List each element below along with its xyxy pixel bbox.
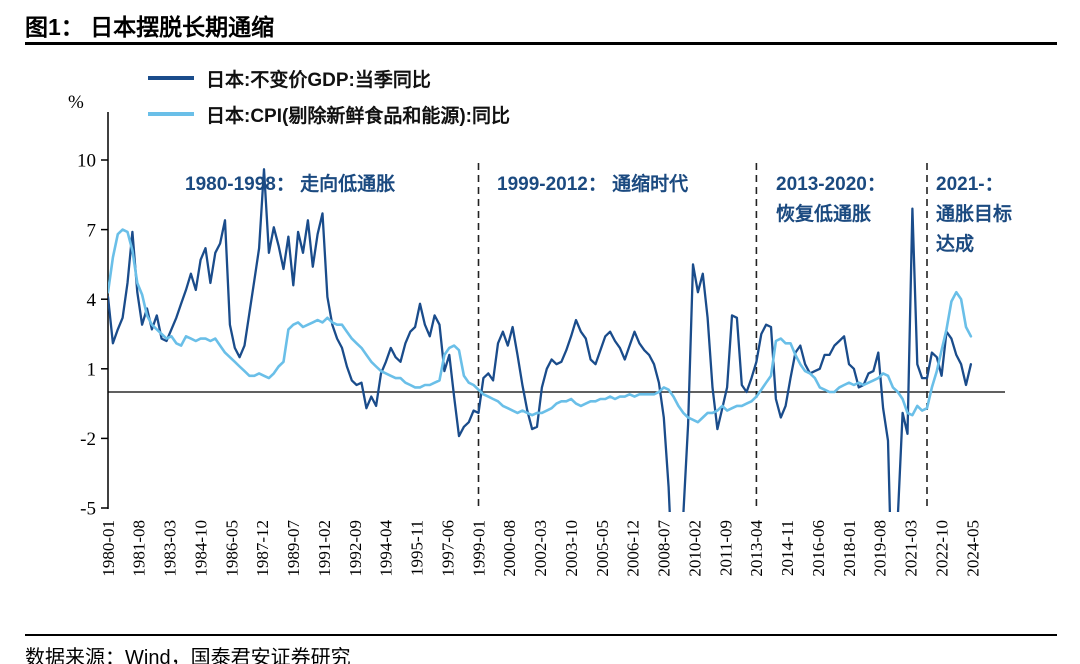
- svg-text:1991-02: 1991-02: [315, 520, 334, 577]
- legend-item-gdp: 日本:不变价GDP:当季同比: [148, 60, 510, 96]
- cpi-line-swatch: [148, 112, 194, 116]
- svg-text:1994-04: 1994-04: [377, 520, 396, 577]
- svg-text:1987-12: 1987-12: [253, 520, 272, 577]
- svg-text:2005-05: 2005-05: [593, 520, 612, 577]
- svg-text:1999-01: 1999-01: [469, 520, 488, 577]
- svg-text:1986-05: 1986-05: [222, 520, 241, 577]
- title-divider: [25, 42, 1057, 45]
- svg-text:-2: -2: [80, 429, 96, 450]
- svg-text:10: 10: [77, 151, 96, 172]
- svg-text:1984-10: 1984-10: [191, 520, 210, 577]
- period-annotation-1980-1998: 1980-1998： 走向低通胀: [185, 174, 396, 195]
- svg-text:2003-10: 2003-10: [562, 520, 581, 577]
- svg-text:1997-06: 1997-06: [438, 520, 457, 577]
- data-source: 数据来源：Wind，国泰君安证券研究: [25, 647, 351, 664]
- legend-label-cpi: 日本:CPI(剔除新鲜食品和能源):同比: [206, 105, 510, 127]
- svg-text:-5: -5: [80, 499, 96, 520]
- svg-text:2024-05: 2024-05: [963, 520, 982, 577]
- svg-text:2019-08: 2019-08: [871, 520, 890, 577]
- y-axis-unit-label: %: [68, 92, 84, 113]
- period-annotation-1999-2012: 1999-2012： 通缩时代: [497, 174, 689, 195]
- legend-item-cpi: 日本:CPI(剔除新鲜食品和能源):同比: [148, 96, 510, 132]
- svg-text:2022-10: 2022-10: [932, 520, 951, 577]
- svg-text:2000-08: 2000-08: [500, 520, 519, 577]
- svg-text:1981-08: 1981-08: [130, 520, 149, 577]
- svg-text:2010-02: 2010-02: [685, 520, 704, 577]
- chart-legend: 日本:不变价GDP:当季同比 日本:CPI(剔除新鲜食品和能源):同比: [148, 60, 510, 132]
- svg-text:2013-04: 2013-04: [747, 520, 766, 577]
- legend-label-gdp: 日本:不变价GDP:当季同比: [206, 69, 431, 91]
- svg-text:1992-09: 1992-09: [346, 520, 365, 577]
- svg-text:4: 4: [87, 290, 97, 311]
- svg-text:2002-03: 2002-03: [531, 520, 550, 577]
- svg-text:1980-01: 1980-01: [99, 520, 118, 577]
- svg-text:2021-03: 2021-03: [902, 520, 921, 577]
- svg-text:2011-09: 2011-09: [716, 520, 735, 576]
- svg-text:1: 1: [87, 359, 97, 380]
- svg-text:2014-11: 2014-11: [778, 520, 797, 576]
- svg-text:2006-12: 2006-12: [624, 520, 643, 577]
- period-annotation-2021: 2021-：通胀目标达成: [936, 174, 1013, 255]
- svg-text:2018-01: 2018-01: [840, 520, 859, 577]
- footer-divider: [25, 634, 1057, 636]
- period-annotation-2013-2020: 2013-2020：恢复低通胀: [776, 174, 886, 225]
- svg-text:7: 7: [87, 220, 97, 241]
- svg-text:1995-11: 1995-11: [407, 520, 426, 576]
- svg-text:2016-06: 2016-06: [809, 520, 828, 577]
- svg-text:2008-07: 2008-07: [655, 520, 674, 577]
- figure-title: 图1： 日本摆脱长期通缩: [25, 14, 275, 40]
- svg-text:1983-03: 1983-03: [161, 520, 180, 577]
- gdp-line-swatch: [148, 76, 194, 80]
- svg-text:1989-07: 1989-07: [284, 520, 303, 577]
